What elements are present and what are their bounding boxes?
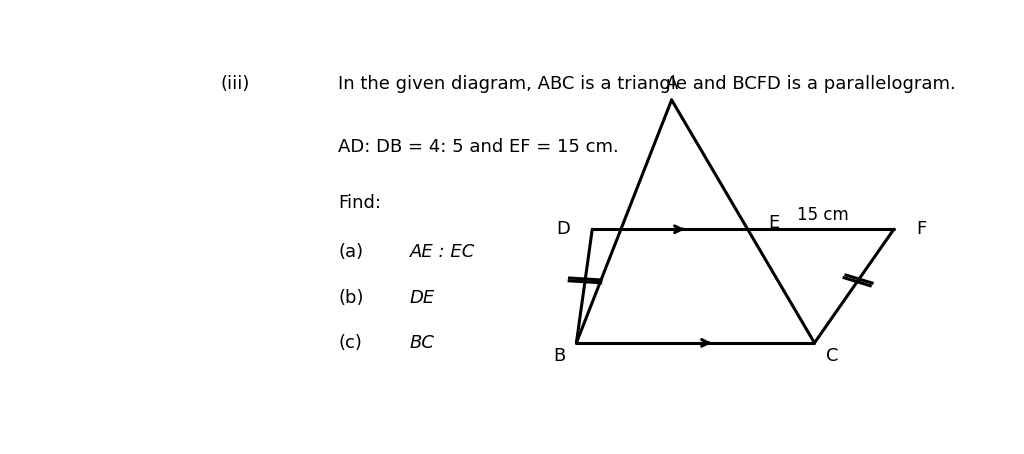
Text: B: B — [553, 347, 565, 365]
Text: AD: DB = 4: 5 and EF = 15 cm.: AD: DB = 4: 5 and EF = 15 cm. — [338, 138, 620, 156]
Text: In the given diagram, ABC is a triangle and BCFD is a parallelogram.: In the given diagram, ABC is a triangle … — [338, 75, 956, 94]
Text: (c): (c) — [338, 334, 362, 352]
Text: (iii): (iii) — [220, 75, 250, 94]
Text: (a): (a) — [338, 243, 364, 261]
Text: (b): (b) — [338, 289, 364, 307]
Text: AE : EC: AE : EC — [410, 243, 475, 261]
Text: D: D — [556, 220, 570, 238]
Text: E: E — [768, 214, 779, 232]
Text: 15 cm: 15 cm — [797, 206, 848, 223]
Text: DE: DE — [410, 289, 435, 307]
Text: BC: BC — [410, 334, 435, 352]
Text: Find:: Find: — [338, 194, 381, 212]
Text: C: C — [825, 347, 839, 365]
Text: A: A — [666, 75, 678, 93]
Text: F: F — [916, 220, 927, 238]
